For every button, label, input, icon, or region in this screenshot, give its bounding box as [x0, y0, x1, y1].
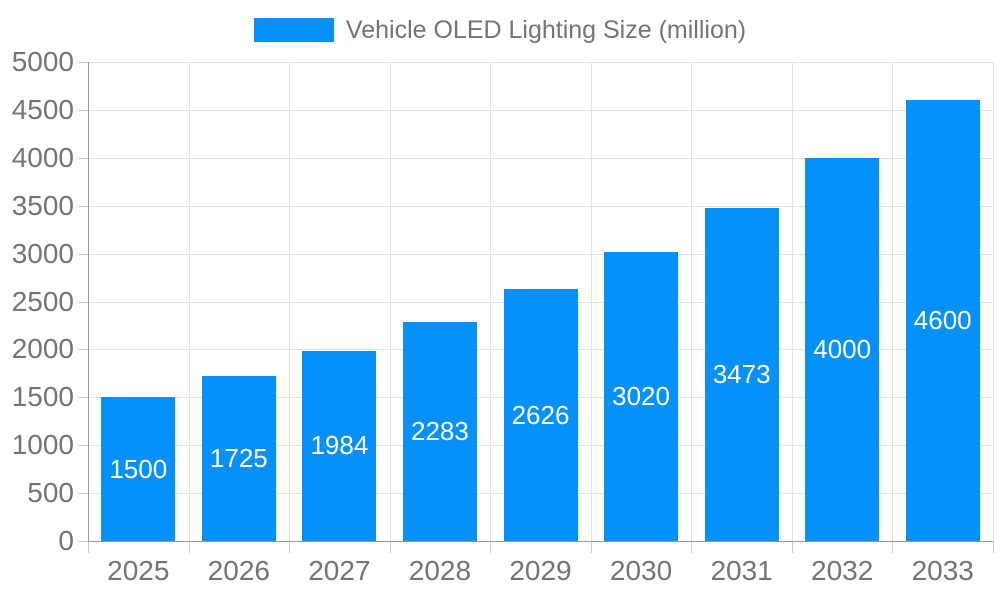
y-axis-label: 2000 [11, 333, 74, 365]
gridline-v [791, 62, 793, 541]
y-axis-tick [78, 445, 88, 447]
x-axis-tick [590, 541, 592, 553]
y-axis-label: 3500 [11, 189, 74, 221]
bar-2033[interactable]: 4600 [905, 100, 980, 541]
bar-value-label: 1725 [209, 442, 268, 473]
y-axis-tick [78, 301, 88, 303]
x-axis-tick [188, 541, 190, 553]
bar-2030[interactable]: 3020 [604, 251, 679, 541]
x-axis-label: 2025 [107, 555, 170, 586]
x-axis-tick [88, 541, 89, 553]
gridline-v [892, 62, 894, 541]
bar-value-label: 4000 [813, 333, 872, 364]
x-axis-label: 2029 [509, 555, 572, 586]
bar-value-label: 4600 [913, 305, 972, 336]
x-axis-label: 2027 [308, 555, 371, 586]
y-axis-label: 4500 [11, 93, 74, 125]
bar-value-label: 2283 [411, 416, 469, 447]
y-axis-label: 500 [27, 477, 74, 509]
x-axis-label: 2033 [911, 555, 974, 586]
y-axis-tick [78, 349, 88, 351]
x-axis-tick [289, 541, 291, 553]
legend[interactable]: Vehicle OLED Lighting Size (million) [0, 16, 1000, 44]
y-axis-tick [78, 541, 88, 542]
y-axis-tick [78, 62, 88, 63]
gridline-h [88, 62, 993, 63]
x-axis-label: 2030 [609, 555, 673, 586]
x-axis-label: 2026 [207, 555, 270, 586]
gridline-h [88, 109, 993, 111]
x-axis-tick [490, 541, 492, 553]
y-axis-tick [78, 205, 88, 207]
y-axis-line [88, 62, 89, 541]
x-axis-line [88, 541, 993, 542]
gridline-v [590, 62, 592, 541]
y-axis-tick [78, 109, 88, 111]
y-axis-label: 2500 [11, 285, 74, 317]
legend-swatch[interactable] [253, 18, 334, 42]
gridline-h [88, 253, 993, 255]
bar-value-label: 1500 [109, 453, 168, 484]
y-axis-tick [78, 157, 88, 159]
y-axis-tick [78, 493, 88, 495]
y-axis-label: 5000 [11, 46, 74, 77]
x-axis-tick [892, 541, 894, 553]
gridline-v [289, 62, 291, 541]
bar-value-label: 2626 [511, 399, 570, 430]
y-axis-tick [78, 397, 88, 399]
bar-2028[interactable]: 2283 [402, 322, 477, 541]
x-axis-label: 2031 [710, 555, 773, 586]
gridline-v [691, 62, 693, 541]
x-axis-label: 2028 [408, 555, 472, 586]
y-axis-label: 0 [58, 525, 74, 556]
x-axis-tick [993, 541, 994, 553]
bar-2026[interactable]: 1725 [201, 375, 276, 541]
legend-label[interactable]: Vehicle OLED Lighting Size (million) [345, 15, 747, 44]
bar-2031[interactable]: 3473 [704, 208, 779, 541]
bar-2029[interactable]: 2626 [503, 289, 578, 541]
bar-2027[interactable]: 1984 [302, 350, 377, 541]
gridline-v [389, 62, 391, 541]
y-axis-label: 3000 [11, 237, 74, 269]
x-axis-tick [791, 541, 793, 553]
y-axis-label: 1500 [11, 381, 74, 413]
bar-value-label: 1984 [310, 430, 369, 461]
y-axis-tick [78, 253, 88, 255]
gridline-v [188, 62, 190, 541]
y-axis-label: 4000 [11, 141, 74, 173]
x-axis-label: 2032 [811, 555, 874, 586]
x-axis-tick [691, 541, 693, 553]
bar-value-label: 3020 [612, 380, 670, 411]
gridline-h [88, 157, 993, 159]
x-axis-tick [389, 541, 391, 553]
y-axis-label: 1000 [11, 429, 74, 461]
bar-2025[interactable]: 1500 [101, 397, 176, 541]
bar-value-label: 3473 [712, 359, 771, 390]
bar-2032[interactable]: 4000 [805, 157, 880, 541]
gridline-h [88, 205, 993, 207]
gridline-v [490, 62, 492, 541]
gridline-v [993, 62, 994, 541]
